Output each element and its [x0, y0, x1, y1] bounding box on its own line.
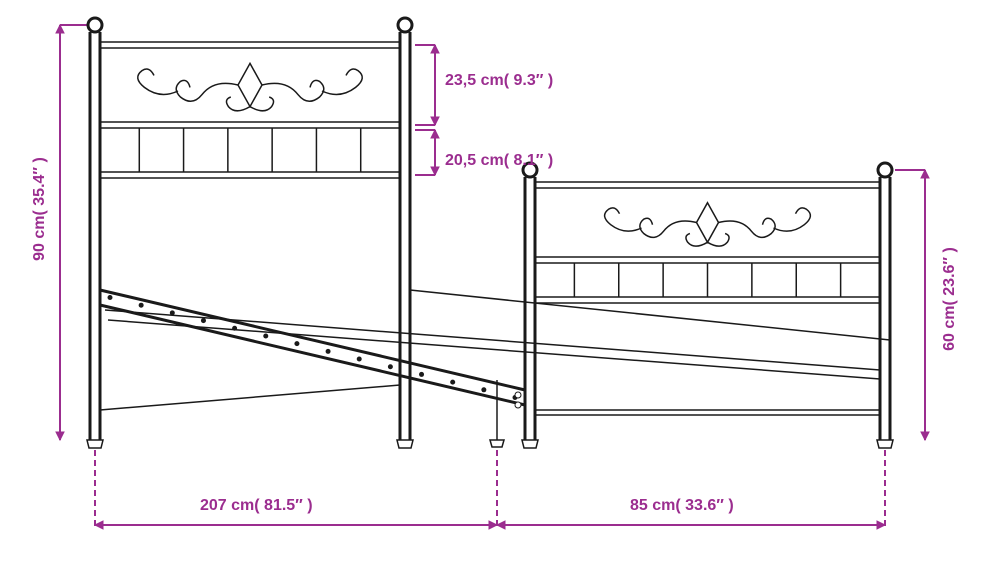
dim-width: 85 cm( 33.6″ ): [630, 497, 734, 515]
dim-height-right: 60 cm( 23.6″ ): [941, 224, 959, 374]
dim-height-left: 90 cm( 35.4″ ): [31, 134, 49, 284]
bed-dimension-diagram: 90 cm( 35.4″ ) 23,5 cm( 9.3″ ) 20,5 cm( …: [0, 0, 984, 563]
dim-decoration-height: 23,5 cm( 9.3″ ): [445, 72, 553, 90]
dim-slat-height: 20,5 cm( 8.1″ ): [445, 152, 553, 170]
dim-length: 207 cm( 81.5″ ): [200, 497, 313, 515]
